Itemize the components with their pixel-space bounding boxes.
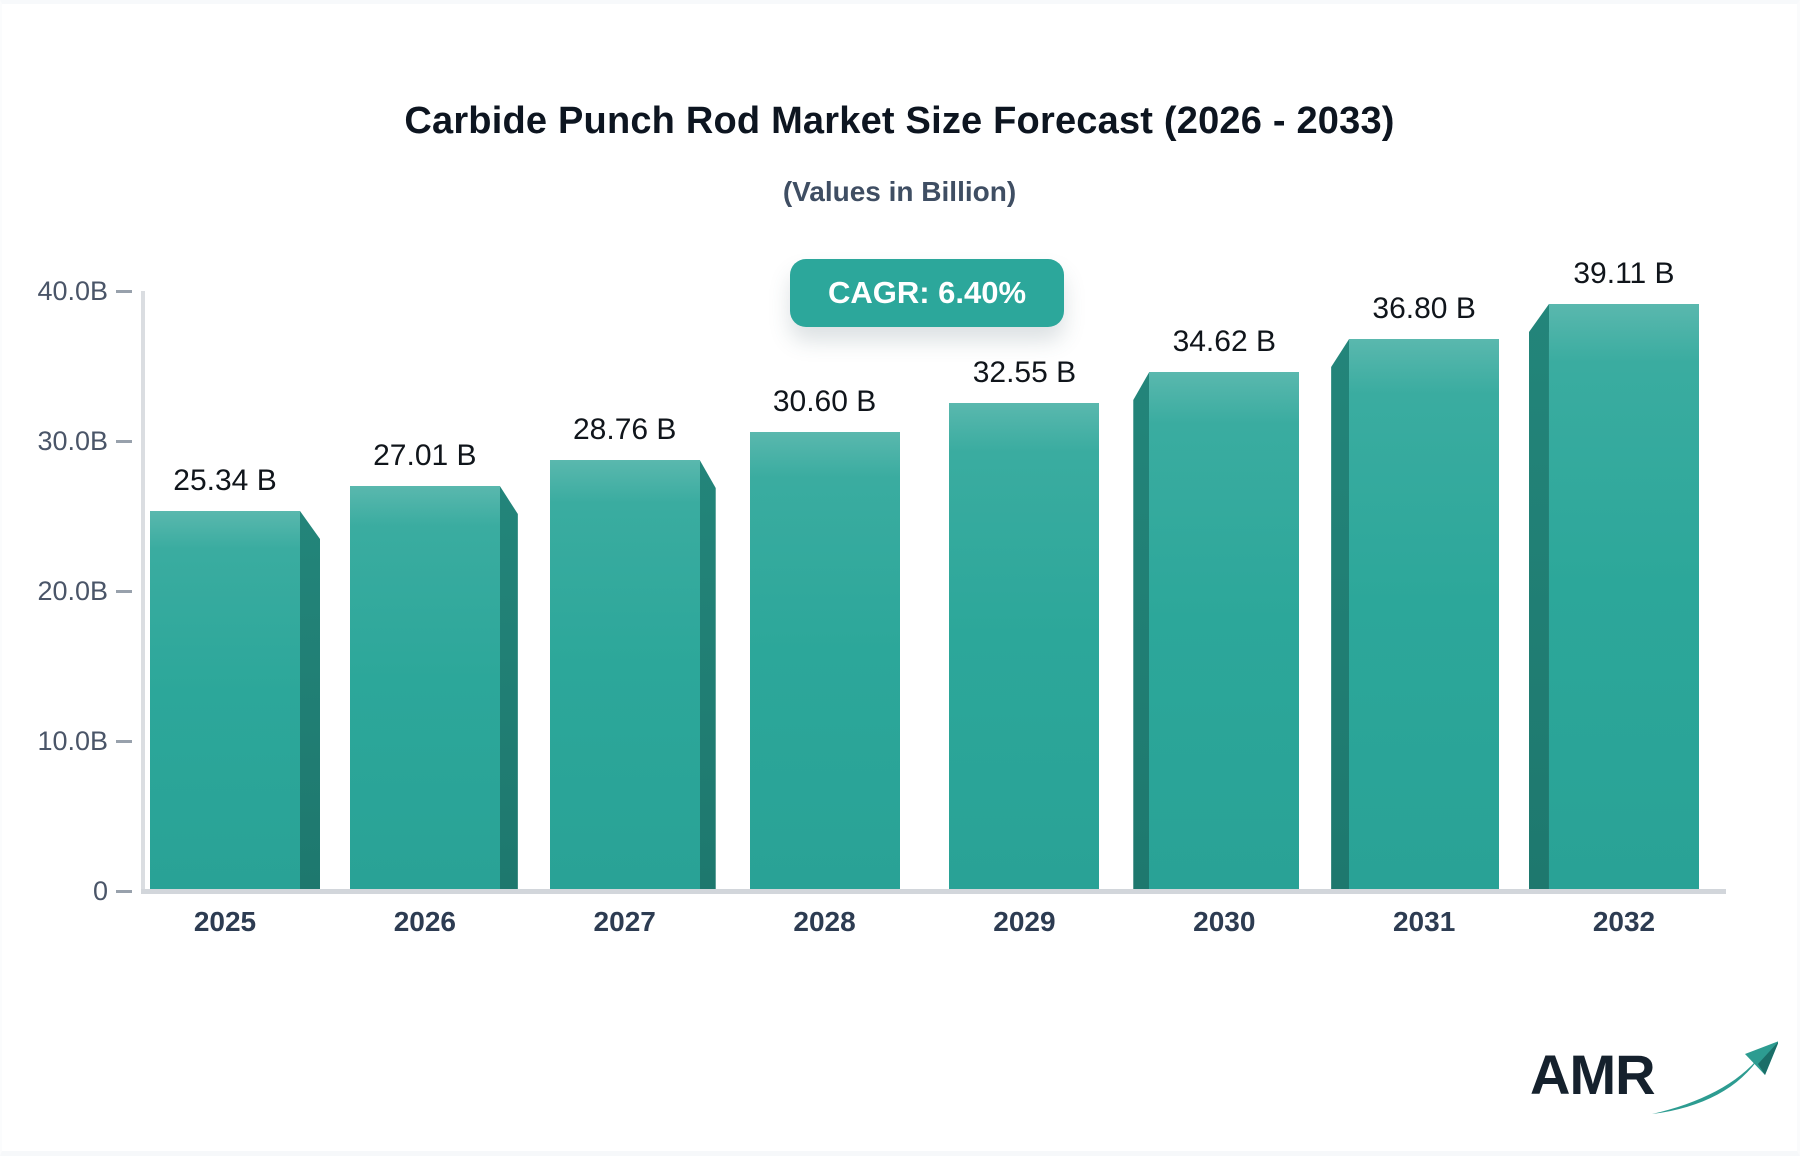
y-tick-label: 40.0B xyxy=(37,276,108,306)
y-tick-mark xyxy=(116,290,132,293)
bar-2032[interactable] xyxy=(1548,304,1699,891)
y-tick-label: 10.0B xyxy=(37,726,108,756)
bar-value-label-2032: 39.11 B xyxy=(1573,257,1675,290)
bar-2031-side-face xyxy=(1331,339,1350,891)
bar-2032-side-face xyxy=(1528,304,1549,891)
bar-2027-side-face xyxy=(699,460,716,891)
y-tick-mark xyxy=(116,590,132,593)
bar-2029[interactable] xyxy=(949,403,1100,891)
y-tick-mark xyxy=(116,740,132,743)
bar-value-label-2029: 32.55 B xyxy=(972,356,1077,389)
bar-value-label-2028: 30.60 B xyxy=(772,385,877,418)
chart-title: Carbide Punch Rod Market Size Forecast (… xyxy=(404,100,1395,142)
bar-value-label-2030: 34.62 B xyxy=(1172,325,1276,358)
y-axis-line xyxy=(141,291,145,891)
x-tick-label-2027: 2027 xyxy=(593,906,656,937)
bar-value-label-2025: 25.34 B xyxy=(173,464,277,497)
bar-value-label-2026: 27.01 B xyxy=(373,439,477,472)
bar-2025[interactable] xyxy=(150,511,300,891)
y-tick-label: 0 xyxy=(92,876,108,906)
y-tick-label: 30.0B xyxy=(37,426,108,456)
x-tick-label-2026: 2026 xyxy=(393,906,456,937)
chart-subtitle: (Values in Billion) xyxy=(782,176,1017,207)
x-tick-label-2032: 2032 xyxy=(1592,906,1656,937)
y-tick-mark xyxy=(116,440,132,443)
bar-2026-side-face xyxy=(499,486,518,891)
x-axis-line xyxy=(141,889,1726,894)
bar-2031[interactable] xyxy=(1349,339,1500,891)
bar-2028[interactable] xyxy=(749,432,900,891)
x-tick-label-2028: 2028 xyxy=(793,906,856,937)
x-tick-label-2025: 2025 xyxy=(193,906,257,937)
bar-2025-side-face xyxy=(300,511,320,891)
cagr-badge: CAGR: 6.40% xyxy=(790,259,1064,327)
bar-2030-side-face xyxy=(1133,372,1150,891)
bar-2026[interactable] xyxy=(349,486,500,891)
x-tick-label-2029: 2029 xyxy=(993,906,1056,937)
y-tick-mark xyxy=(116,890,132,893)
growth-arrow-icon xyxy=(1652,1041,1778,1114)
x-tick-label-2031: 2031 xyxy=(1392,906,1456,937)
amr-logo-text: AMR xyxy=(1530,1043,1656,1106)
x-tick-label-2030: 2030 xyxy=(1193,906,1256,937)
bar-2027[interactable] xyxy=(549,460,700,891)
amr-logo: AMR xyxy=(1530,1034,1778,1124)
y-tick-label: 20.0B xyxy=(37,576,108,606)
bar-value-label-2027: 28.76 B xyxy=(572,413,677,446)
bar-value-label-2031: 36.80 B xyxy=(1372,292,1476,325)
bar-2030[interactable] xyxy=(1149,372,1300,891)
